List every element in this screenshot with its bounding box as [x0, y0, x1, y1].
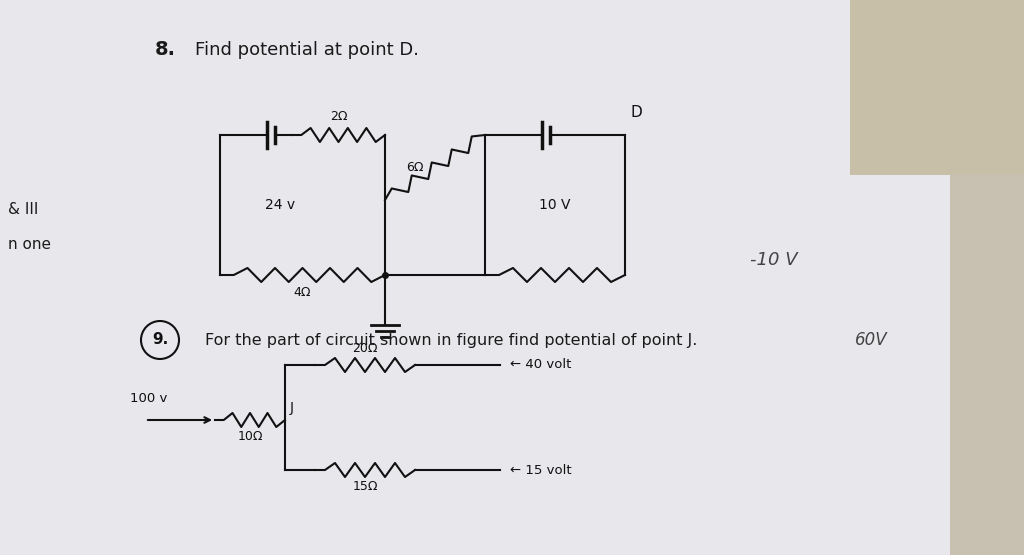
Text: 100 v: 100 v [130, 392, 167, 405]
Text: 6Ω: 6Ω [407, 161, 424, 174]
FancyBboxPatch shape [0, 0, 950, 555]
Text: For the part of circuit shown in figure find potential of point J.: For the part of circuit shown in figure … [205, 332, 697, 347]
Text: 4Ω: 4Ω [294, 286, 311, 300]
Text: -10 V: -10 V [750, 251, 798, 269]
Text: n one: n one [8, 238, 51, 253]
Text: 10 V: 10 V [540, 198, 570, 212]
Text: 9.: 9. [152, 332, 168, 347]
Text: & III: & III [8, 203, 38, 218]
Text: D: D [630, 105, 642, 120]
Text: 20Ω: 20Ω [352, 342, 378, 356]
Text: 24 v: 24 v [265, 198, 295, 212]
FancyBboxPatch shape [850, 0, 1024, 175]
Text: 10Ω: 10Ω [238, 430, 263, 442]
Text: ← 40 volt: ← 40 volt [510, 359, 571, 371]
Text: J: J [290, 401, 294, 415]
Text: ← 15 volt: ← 15 volt [510, 463, 571, 477]
Text: 8.: 8. [155, 41, 176, 59]
Text: 15Ω: 15Ω [352, 480, 378, 492]
Text: 2Ω: 2Ω [330, 110, 347, 124]
Text: Find potential at point D.: Find potential at point D. [195, 41, 419, 59]
Text: 60V: 60V [855, 331, 888, 349]
